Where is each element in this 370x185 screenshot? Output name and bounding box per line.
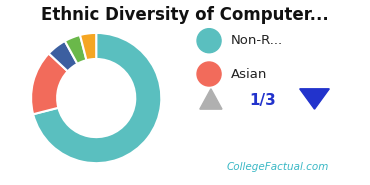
Wedge shape: [80, 33, 96, 60]
Wedge shape: [49, 41, 77, 71]
Polygon shape: [200, 89, 222, 109]
Circle shape: [197, 62, 221, 86]
Wedge shape: [65, 35, 87, 64]
Text: CollegeFactual.com: CollegeFactual.com: [226, 162, 329, 171]
Wedge shape: [31, 53, 68, 114]
Text: Non-R...: Non-R...: [231, 34, 283, 47]
Polygon shape: [300, 89, 329, 109]
Circle shape: [197, 29, 221, 53]
Text: 71%: 71%: [102, 107, 127, 117]
Text: Asian: Asian: [231, 68, 268, 80]
Wedge shape: [33, 33, 161, 163]
Text: Ethnic Diversity of Computer...: Ethnic Diversity of Computer...: [41, 6, 329, 23]
Text: 1/3: 1/3: [249, 93, 276, 108]
